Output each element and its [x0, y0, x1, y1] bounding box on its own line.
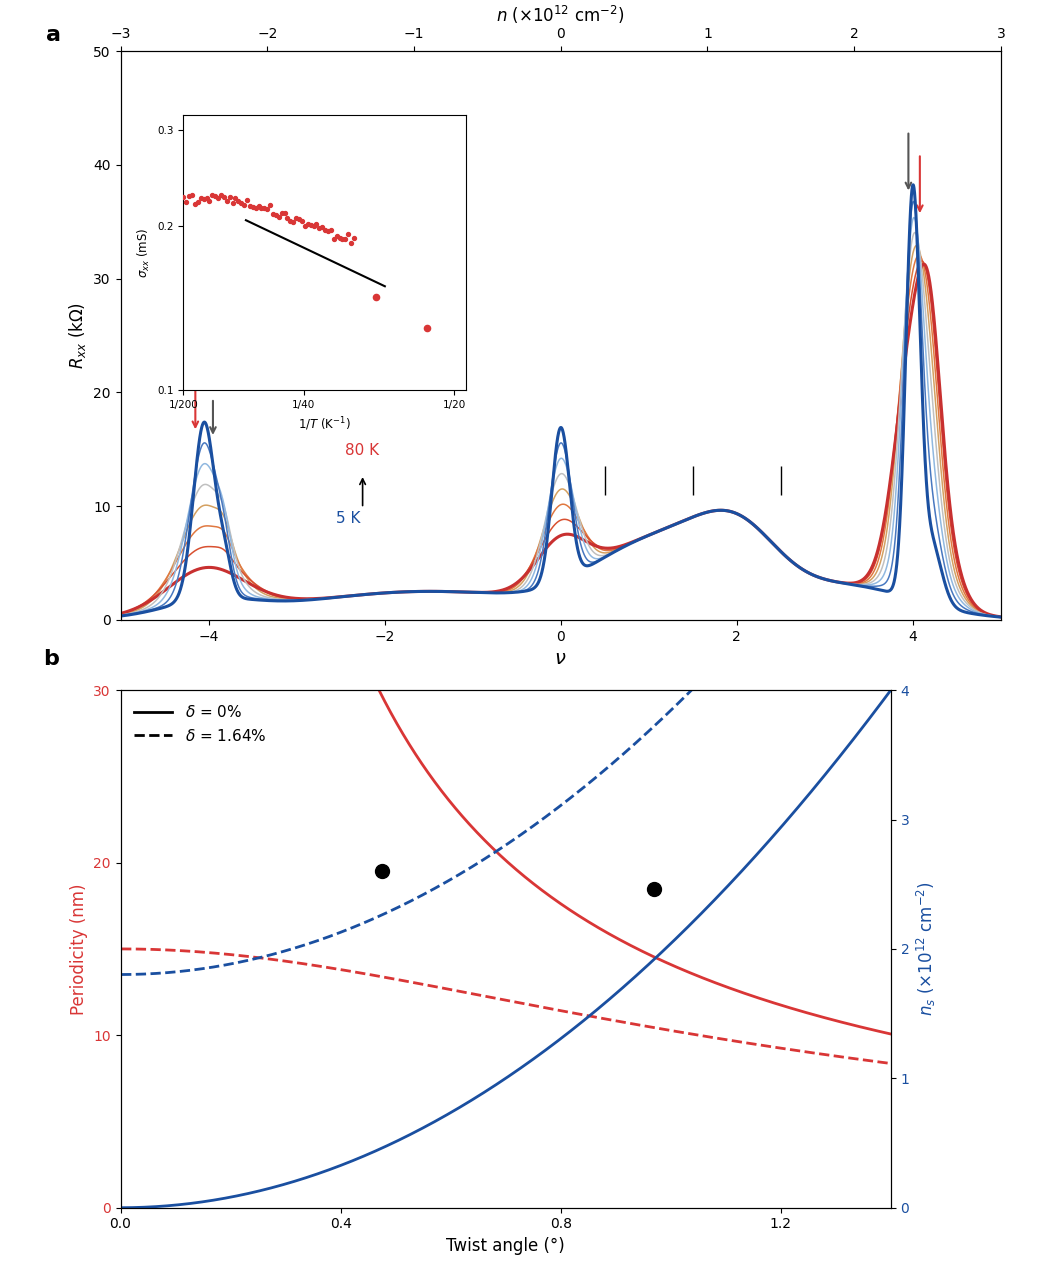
Point [183, 185, 200, 206]
Point [270, 207, 287, 227]
Point [256, 198, 272, 219]
X-axis label: $1/T$ (K$^{-1}$): $1/T$ (K$^{-1}$) [299, 415, 351, 433]
Point [213, 184, 230, 204]
Point [305, 216, 322, 236]
Point [253, 197, 269, 217]
Point [221, 187, 238, 207]
Point [241, 196, 258, 216]
Point [267, 204, 284, 225]
Y-axis label: $n_s$ ($\times$10$^{12}$ cm$^{-2}$): $n_s$ ($\times$10$^{12}$ cm$^{-2}$) [915, 882, 938, 1016]
Point [418, 318, 435, 339]
Point [230, 192, 246, 212]
Point [328, 226, 345, 247]
Point [302, 215, 319, 235]
Point [300, 213, 316, 234]
Point [216, 187, 233, 207]
Point [279, 207, 296, 227]
X-axis label: $n$ ($\times$10$^{12}$ cm$^{-2}$): $n$ ($\times$10$^{12}$ cm$^{-2}$) [497, 4, 625, 26]
Point [210, 188, 226, 208]
Point [285, 212, 302, 233]
Text: a: a [46, 26, 61, 46]
Point [247, 198, 264, 219]
Point [218, 190, 235, 211]
Point [227, 188, 244, 208]
Point [198, 188, 215, 208]
Point [290, 208, 307, 229]
Y-axis label: Periodicity (nm): Periodicity (nm) [69, 883, 88, 1015]
Point [293, 211, 310, 231]
Point [195, 189, 212, 210]
Point [250, 196, 267, 216]
Point [316, 220, 333, 240]
Point [277, 202, 293, 222]
Point [236, 196, 253, 216]
Point [187, 194, 203, 215]
Point [244, 197, 261, 217]
Point [313, 217, 330, 238]
Point [224, 192, 241, 212]
Point [178, 192, 195, 212]
Text: 5 K: 5 K [336, 511, 361, 527]
Point [201, 190, 218, 211]
Point [181, 185, 198, 206]
Y-axis label: $\sigma_{xx}$ (mS): $\sigma_{xx}$ (mS) [135, 227, 152, 277]
Point [274, 203, 290, 224]
Point [204, 185, 221, 206]
Point [325, 229, 342, 249]
Point [265, 203, 282, 224]
Legend: $\delta$ = 0%, $\delta$ = 1.64%: $\delta$ = 0%, $\delta$ = 1.64% [128, 698, 272, 750]
Point [233, 193, 249, 213]
Point [297, 216, 313, 236]
Point [346, 227, 363, 248]
X-axis label: $\nu$: $\nu$ [554, 649, 567, 668]
Text: b: b [44, 649, 60, 670]
Point [320, 220, 336, 240]
Point [262, 194, 279, 215]
Point [336, 229, 353, 249]
X-axis label: Twist angle (°): Twist angle (°) [446, 1237, 565, 1255]
Point [308, 215, 325, 235]
Point [331, 227, 348, 248]
Point [175, 187, 192, 207]
Point [343, 234, 359, 254]
Point [190, 192, 206, 212]
Point [311, 217, 328, 238]
Point [288, 208, 305, 229]
Point [323, 220, 340, 240]
Point [334, 229, 351, 249]
Y-axis label: $R_{xx}$ (k$\Omega$): $R_{xx}$ (k$\Omega$) [67, 302, 88, 369]
Point [206, 185, 223, 206]
Point [259, 199, 276, 220]
Point [193, 188, 210, 208]
Text: 80 K: 80 K [345, 443, 379, 458]
Point [368, 288, 385, 308]
Point [282, 211, 299, 231]
Point [340, 224, 356, 244]
Point [239, 190, 256, 211]
